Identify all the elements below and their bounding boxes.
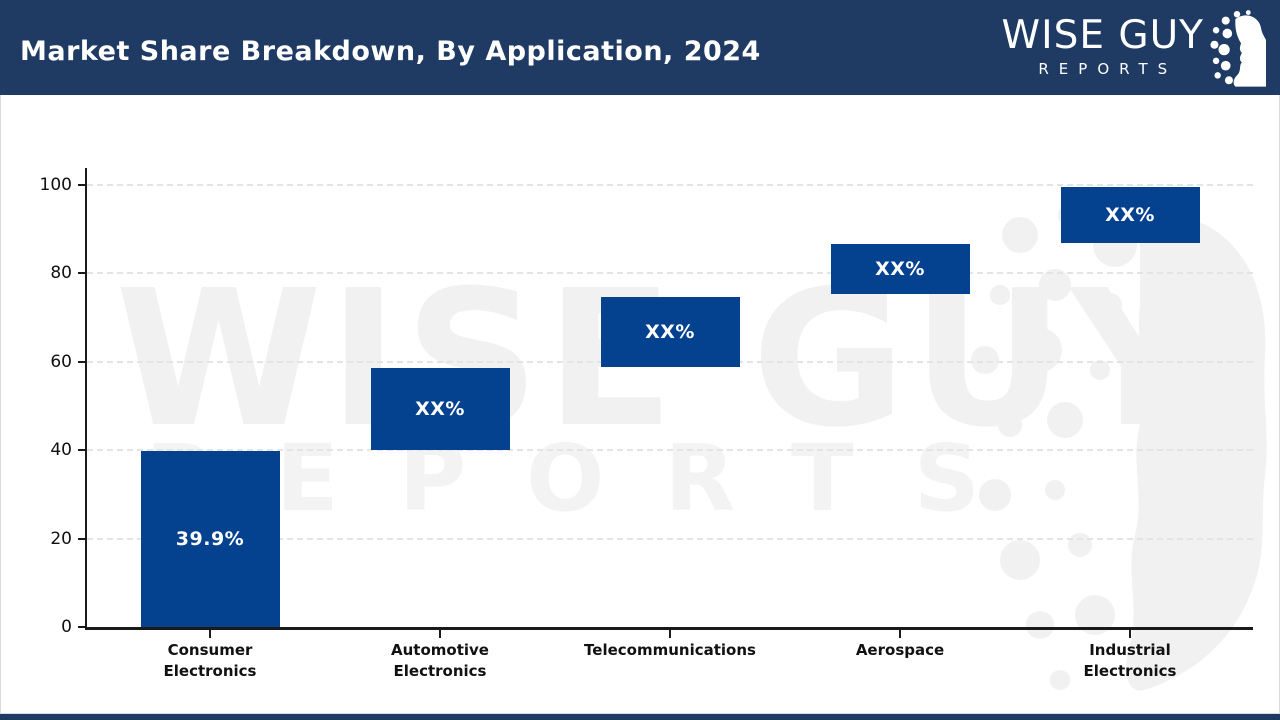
bar-3: XX%	[600, 296, 740, 367]
y-tick-label-100: 100	[39, 175, 72, 195]
gridline-40	[87, 449, 1253, 452]
bar-5: XX%	[1060, 186, 1200, 244]
y-tick-100	[78, 184, 87, 186]
footer-bar	[0, 714, 1280, 720]
y-tick-40	[78, 449, 87, 452]
bar-value-label: XX%	[415, 397, 465, 420]
bar-value-label: XX%	[645, 320, 695, 343]
y-tick-60	[78, 360, 87, 363]
chart-title: Market Share Breakdown, By Application, …	[20, 36, 761, 67]
y-tick-80	[78, 272, 87, 275]
bar-1: 39.9%	[140, 450, 280, 627]
gridline-100	[87, 184, 1253, 186]
y-tick-0	[78, 626, 87, 628]
x-tick-4	[899, 630, 901, 638]
bar-2: XX%	[370, 367, 510, 450]
x-tick-3	[669, 630, 671, 638]
watermark: WISE GUY REPORTS	[0, 95, 1280, 714]
y-tick-label-0: 0	[61, 617, 72, 637]
x-tick-5	[1129, 630, 1131, 638]
x-tick-1	[209, 630, 211, 638]
bar-value-label: 39.9%	[175, 527, 245, 550]
x-category-label: Automotive Electronics	[391, 641, 489, 680]
logo-wiseguy-text: WISE GUY	[1001, 13, 1204, 58]
wiseguy-logo: WISE GUY REPORTS	[1002, 6, 1266, 90]
y-tick-label-80: 80	[50, 263, 72, 284]
x-category-label: Consumer Electronics	[163, 641, 257, 680]
y-tick-label-60: 60	[50, 351, 72, 372]
gridline-20	[87, 537, 1253, 540]
y-tick-20	[78, 537, 87, 540]
header: Market Share Breakdown, By Application, …	[0, 0, 1280, 95]
y-axis-line	[85, 168, 87, 630]
watermark-dotted-head-icon	[971, 203, 1267, 691]
x-category-label: Aerospace	[855, 641, 945, 659]
x-tick-2	[439, 630, 441, 638]
logo-text: WISE GUY REPORTS	[1001, 13, 1204, 79]
x-category-label: Telecommunications	[584, 641, 756, 659]
x-axis-line	[85, 627, 1253, 630]
y-tick-label-20: 20	[50, 528, 72, 549]
logo-dotted-head-icon	[1210, 10, 1266, 87]
y-tick-label-40: 40	[50, 440, 72, 461]
watermark-reports-text: REPORTS	[145, 425, 1041, 532]
bar-value-label: XX%	[1105, 204, 1155, 227]
bar-value-label: XX%	[875, 258, 925, 281]
x-category-label: Industrial Electronics	[1083, 641, 1177, 680]
logo-reports-text: REPORTS	[1038, 60, 1178, 78]
gridline-80	[87, 272, 1253, 275]
bar-4: XX%	[830, 244, 970, 295]
